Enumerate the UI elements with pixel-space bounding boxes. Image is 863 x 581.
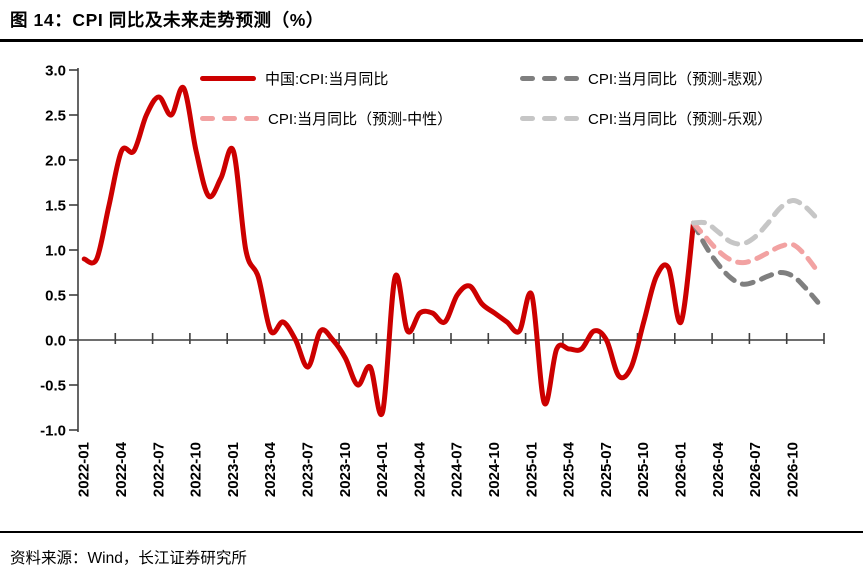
svg-text:2026-01: 2026-01 <box>673 442 690 497</box>
legend-item-pessimistic: CPI:当月同比（预测-悲观） <box>520 70 773 88</box>
svg-text:3.0: 3.0 <box>45 63 66 80</box>
svg-text:2025-07: 2025-07 <box>598 442 615 497</box>
svg-text:2025-01: 2025-01 <box>523 442 540 497</box>
legend-label: CPI:当月同比（预测-中性） <box>268 110 453 128</box>
svg-text:2024-07: 2024-07 <box>449 442 466 497</box>
cpi-chart: 3.0 2.5 2.0 1.5 1.0 0.5 0.0 -0.5 -1.0 2022-01 2022… <box>40 63 825 497</box>
svg-text:2022-07: 2022-07 <box>150 442 167 497</box>
legend-swatch-dashed-lightgray <box>520 115 579 121</box>
svg-text:-1.0: -1.0 <box>40 423 66 440</box>
svg-text:0.0: 0.0 <box>45 333 66 350</box>
svg-text:1.5: 1.5 <box>45 198 66 215</box>
figure-title: 图 14：CPI 同比及未来走势预测（%） <box>10 10 325 30</box>
svg-text:-0.5: -0.5 <box>40 378 66 395</box>
svg-text:0.5: 0.5 <box>45 288 66 305</box>
svg-text:2022-04: 2022-04 <box>113 441 130 497</box>
legend-label: 中国:CPI:当月同比 <box>265 70 389 88</box>
figure-source: 资料来源：Wind，长江证券研究所 <box>0 531 863 568</box>
svg-text:2.0: 2.0 <box>45 153 66 170</box>
legend-label: CPI:当月同比（预测-乐观） <box>588 110 773 128</box>
legend-item-optimistic: CPI:当月同比（预测-乐观） <box>520 110 773 128</box>
legend-swatch-solid-red <box>200 75 256 81</box>
svg-text:2022-10: 2022-10 <box>188 442 205 497</box>
svg-text:2024-10: 2024-10 <box>486 442 503 497</box>
legend-label: CPI:当月同比（预测-悲观） <box>588 70 773 88</box>
svg-text:2.5: 2.5 <box>45 108 66 125</box>
svg-text:2026-04: 2026-04 <box>710 441 727 497</box>
svg-text:2025-04: 2025-04 <box>561 441 578 497</box>
legend-item-actual: 中国:CPI:当月同比 <box>200 70 389 88</box>
svg-text:2023-04: 2023-04 <box>262 441 279 497</box>
svg-text:2023-01: 2023-01 <box>225 442 242 497</box>
svg-text:2026-07: 2026-07 <box>747 442 764 497</box>
svg-text:2024-04: 2024-04 <box>411 441 428 497</box>
legend-item-neutral: CPI:当月同比（预测-中性） <box>200 110 453 128</box>
svg-text:2024-01: 2024-01 <box>374 442 391 497</box>
svg-text:2023-07: 2023-07 <box>300 442 317 497</box>
title-underline <box>0 39 863 42</box>
svg-text:1.0: 1.0 <box>45 243 66 260</box>
svg-text:2023-10: 2023-10 <box>337 442 354 497</box>
svg-text:2022-01: 2022-01 <box>76 442 93 497</box>
svg-text:2026-10: 2026-10 <box>784 442 801 497</box>
legend-swatch-dashed-pink <box>200 115 259 121</box>
svg-text:2025-10: 2025-10 <box>635 442 652 497</box>
legend-swatch-dashed-darkgray <box>520 75 579 81</box>
